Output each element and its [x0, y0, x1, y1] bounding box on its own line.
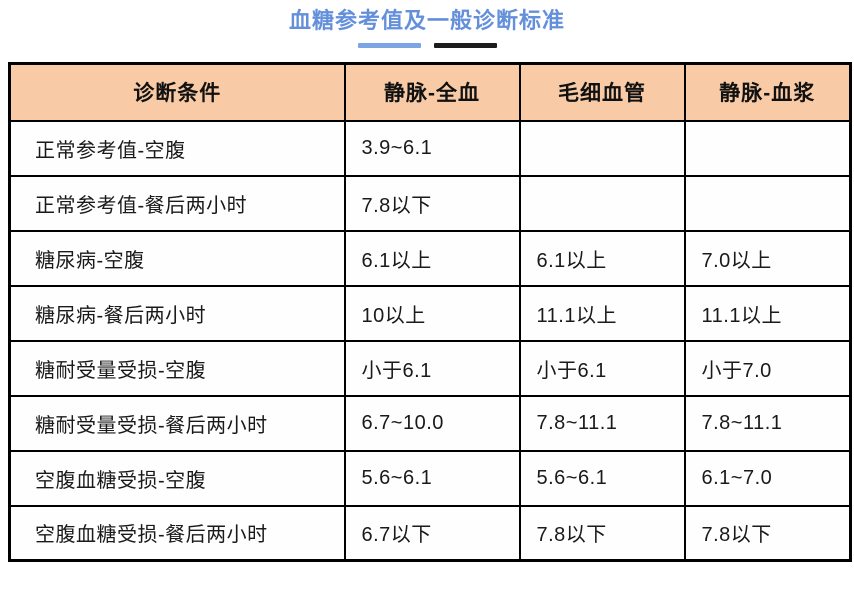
value-cell: 5.6~6.1: [518, 449, 686, 507]
table-row: 空腹血糖受损-餐后两小时 6.7以下 7.8以下 7.8以下: [8, 504, 852, 562]
value-cell: 7.8以下: [683, 504, 852, 562]
condition-cell: 糖耐受量受损-餐后两小时: [8, 394, 346, 452]
value-cell: 5.6~6.1: [343, 449, 521, 507]
column-header-venous-whole-blood: 静脉-全血: [343, 62, 521, 122]
value-cell: 小于7.0: [683, 339, 852, 397]
table-row: 糖耐受量受损-空腹 小于6.1 小于6.1 小于7.0: [8, 339, 852, 397]
condition-cell: 空腹血糖受损-空腹: [8, 449, 346, 507]
condition-cell: 正常参考值-餐后两小时: [8, 174, 346, 232]
table-row: 正常参考值-空腹 3.9~6.1: [8, 119, 852, 177]
table-row: 糖耐受量受损-餐后两小时 6.7~10.0 7.8~11.1 7.8~11.1: [8, 394, 852, 452]
value-cell: 6.7以下: [343, 504, 521, 562]
value-cell: 6.1以上: [518, 229, 686, 287]
table-row: 空腹血糖受损-空腹 5.6~6.1 5.6~6.1 6.1~7.0: [8, 449, 852, 507]
value-cell: [683, 119, 852, 177]
condition-cell: 空腹血糖受损-餐后两小时: [8, 504, 346, 562]
condition-cell: 糖尿病-空腹: [8, 229, 346, 287]
value-cell: [518, 174, 686, 232]
header-row: 诊断条件 静脉-全血 毛细血管 静脉-血浆: [8, 62, 852, 122]
table-row: 正常参考值-餐后两小时 7.8以下: [8, 174, 852, 232]
column-header-capillary: 毛细血管: [518, 62, 686, 122]
column-header-venous-plasma: 静脉-血浆: [683, 62, 852, 122]
table-row: 糖尿病-餐后两小时 10以上 11.1以上 11.1以上: [8, 284, 852, 342]
value-cell: 3.9~6.1: [343, 119, 521, 177]
value-cell: 小于6.1: [343, 339, 521, 397]
value-cell: [518, 119, 686, 177]
page-title: 血糖参考值及一般诊断标准: [288, 8, 565, 33]
value-cell: 7.8以下: [518, 504, 686, 562]
title-underlines: [0, 43, 854, 48]
value-cell: [683, 174, 852, 232]
title-underline-dark: [433, 43, 497, 48]
value-cell: 11.1以上: [683, 284, 852, 342]
glucose-reference-table: 诊断条件 静脉-全血 毛细血管 静脉-血浆 正常参考值-空腹 3.9~6.1 正…: [8, 62, 852, 562]
value-cell: 7.8~11.1: [518, 394, 686, 452]
title-underline-blue: [357, 43, 421, 48]
condition-cell: 糖耐受量受损-空腹: [8, 339, 346, 397]
condition-cell: 糖尿病-餐后两小时: [8, 284, 346, 342]
value-cell: 6.1~7.0: [683, 449, 852, 507]
value-cell: 7.8以下: [343, 174, 521, 232]
condition-cell: 正常参考值-空腹: [8, 119, 346, 177]
value-cell: 6.7~10.0: [343, 394, 521, 452]
value-cell: 10以上: [343, 284, 521, 342]
title-block: 血糖参考值及一般诊断标准: [0, 8, 854, 48]
value-cell: 7.8~11.1: [683, 394, 852, 452]
table-row: 糖尿病-空腹 6.1以上 6.1以上 7.0以上: [8, 229, 852, 287]
column-header-condition: 诊断条件: [8, 62, 346, 122]
value-cell: 6.1以上: [343, 229, 521, 287]
value-cell: 7.0以上: [683, 229, 852, 287]
value-cell: 小于6.1: [518, 339, 686, 397]
value-cell: 11.1以上: [518, 284, 686, 342]
